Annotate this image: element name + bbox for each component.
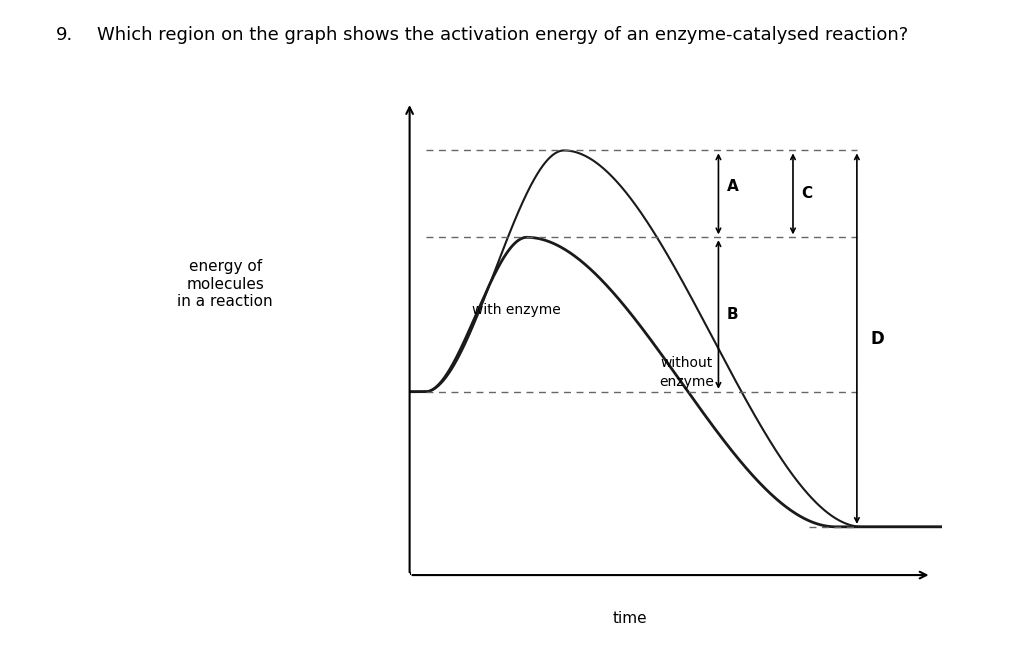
Text: time: time (612, 611, 647, 625)
Text: without
enzyme: without enzyme (659, 356, 714, 389)
Text: A: A (726, 179, 738, 194)
Text: with enzyme: with enzyme (472, 303, 560, 317)
Text: B: B (726, 307, 738, 322)
Text: energy of
molecules
in a reaction: energy of molecules in a reaction (177, 259, 273, 309)
Text: Which region on the graph shows the activation energy of an enzyme-catalysed rea: Which region on the graph shows the acti… (97, 26, 908, 44)
Text: C: C (801, 186, 812, 202)
Text: D: D (870, 330, 884, 348)
Text: 9.: 9. (56, 26, 74, 44)
